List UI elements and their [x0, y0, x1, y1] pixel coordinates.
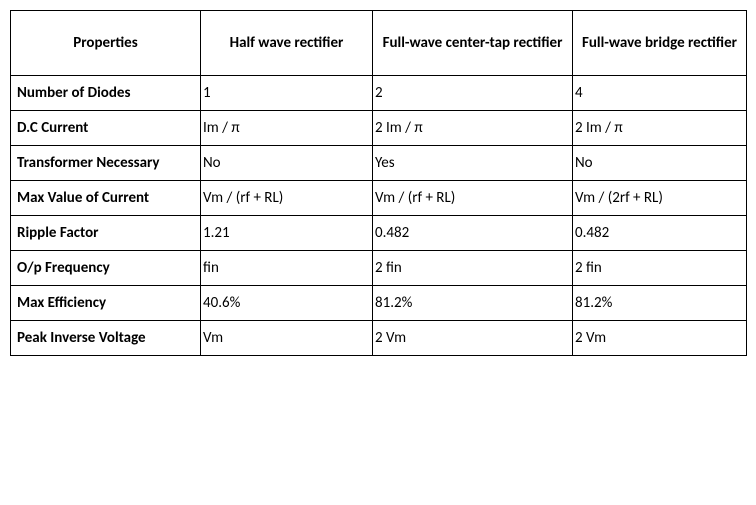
val-bridge: 2 Vm	[573, 321, 747, 356]
col-header-halfwave: Half wave rectifier	[201, 11, 373, 76]
rectifier-comparison-table: Properties Half wave rectifier Full-wave…	[10, 10, 747, 356]
val-bridge: No	[573, 146, 747, 181]
val-centertap: 2 Im / π	[373, 111, 573, 146]
val-bridge: 0.482	[573, 216, 747, 251]
val-half: 1.21	[201, 216, 373, 251]
prop-label: D.C Current	[11, 111, 201, 146]
val-centertap: 81.2%	[373, 286, 573, 321]
val-bridge: Vm / (2rf + RL)	[573, 181, 747, 216]
col-header-properties: Properties	[11, 11, 201, 76]
prop-label: Number of Diodes	[11, 76, 201, 111]
val-centertap: 0.482	[373, 216, 573, 251]
prop-label: Max Value of Current	[11, 181, 201, 216]
val-half: 40.6%	[201, 286, 373, 321]
val-bridge: 4	[573, 76, 747, 111]
prop-label: Max Efficiency	[11, 286, 201, 321]
table-row: Max Efficiency 40.6% 81.2% 81.2%	[11, 286, 747, 321]
table-body: Number of Diodes 1 2 4 D.C Current Im / …	[11, 76, 747, 356]
table-row: Transformer Necessary No Yes No	[11, 146, 747, 181]
prop-label: Transformer Necessary	[11, 146, 201, 181]
val-half: No	[201, 146, 373, 181]
val-centertap: 2 fin	[373, 251, 573, 286]
table-row: Number of Diodes 1 2 4	[11, 76, 747, 111]
prop-label: O/p Frequency	[11, 251, 201, 286]
table-row: D.C Current Im / π 2 Im / π 2 Im / π	[11, 111, 747, 146]
val-half: 1	[201, 76, 373, 111]
val-centertap: Yes	[373, 146, 573, 181]
val-half: Vm / (rf + RL)	[201, 181, 373, 216]
val-bridge: 2 Im / π	[573, 111, 747, 146]
val-bridge: 81.2%	[573, 286, 747, 321]
val-half: Im / π	[201, 111, 373, 146]
prop-label: Ripple Factor	[11, 216, 201, 251]
table-row: Ripple Factor 1.21 0.482 0.482	[11, 216, 747, 251]
val-centertap: Vm / (rf + RL)	[373, 181, 573, 216]
val-centertap: 2 Vm	[373, 321, 573, 356]
table-row: Peak Inverse Voltage Vm 2 Vm 2 Vm	[11, 321, 747, 356]
table-header-row: Properties Half wave rectifier Full-wave…	[11, 11, 747, 76]
col-header-bridge: Full-wave bridge rectifier	[573, 11, 747, 76]
val-bridge: 2 fin	[573, 251, 747, 286]
val-half: Vm	[201, 321, 373, 356]
col-header-centertap: Full-wave center-tap rectifier	[373, 11, 573, 76]
table-row: O/p Frequency fin 2 fin 2 fin	[11, 251, 747, 286]
table-row: Max Value of Current Vm / (rf + RL) Vm /…	[11, 181, 747, 216]
val-centertap: 2	[373, 76, 573, 111]
val-half: fin	[201, 251, 373, 286]
prop-label: Peak Inverse Voltage	[11, 321, 201, 356]
